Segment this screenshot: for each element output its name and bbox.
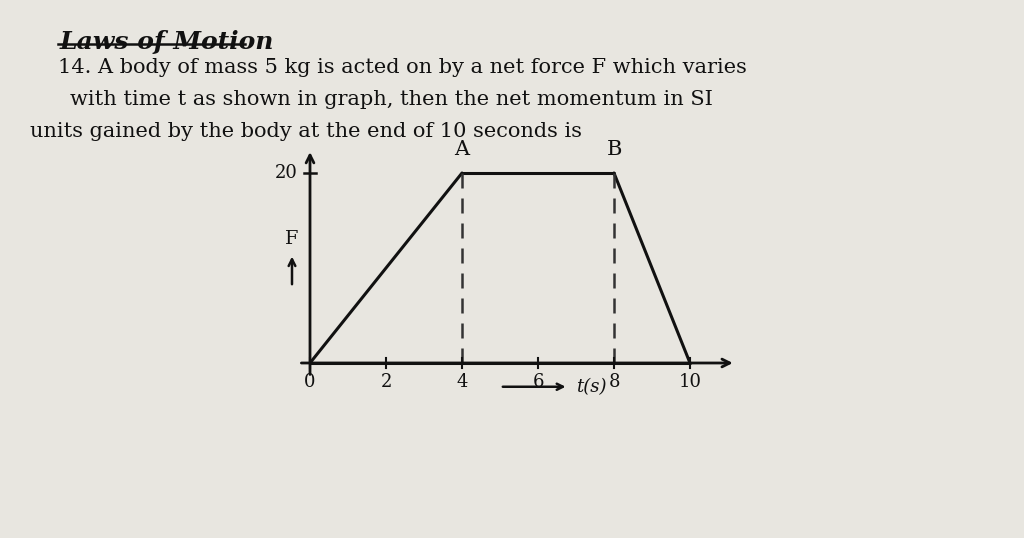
Text: Laws of Motion: Laws of Motion xyxy=(60,30,274,54)
Text: 0: 0 xyxy=(304,373,315,391)
Text: B: B xyxy=(606,140,622,159)
Text: 6: 6 xyxy=(532,373,544,391)
Text: 10: 10 xyxy=(679,373,701,391)
Text: F: F xyxy=(286,230,299,249)
Text: A: A xyxy=(455,140,470,159)
Text: t(s): t(s) xyxy=(575,378,606,396)
Text: 8: 8 xyxy=(608,373,620,391)
Text: 14. A body of mass 5 kg is acted on by a net force F which varies: 14. A body of mass 5 kg is acted on by a… xyxy=(58,58,746,77)
Text: 4: 4 xyxy=(457,373,468,391)
Text: 20: 20 xyxy=(275,164,298,182)
Text: units gained by the body at the end of 10 seconds is: units gained by the body at the end of 1… xyxy=(30,122,582,141)
Text: 2: 2 xyxy=(380,373,392,391)
Text: with time t as shown in graph, then the net momentum in SI: with time t as shown in graph, then the … xyxy=(70,90,713,109)
